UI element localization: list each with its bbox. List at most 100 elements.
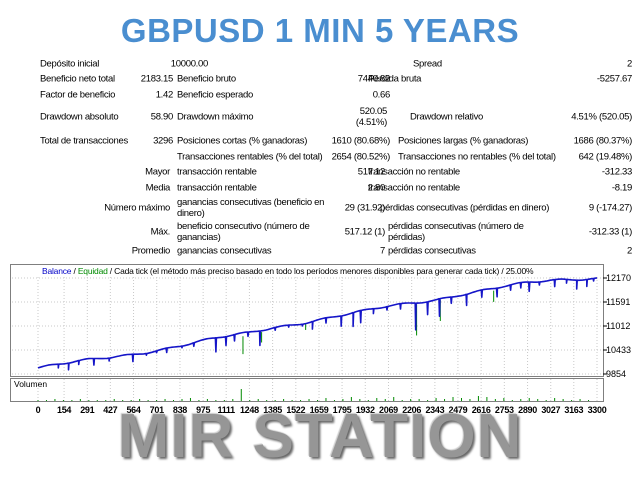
x-axis-label: 3300	[587, 405, 607, 415]
report-row: Beneficio neto total 2183.15 Beneficio bru…	[0, 71, 640, 87]
stat-label: pérdidas consecutivas (pérdidas en diner…	[380, 202, 550, 214]
stat-value: 2654 (80.52%)	[331, 151, 391, 163]
y-axis-label: 11012	[606, 321, 631, 331]
stat-label: Promedio	[131, 245, 171, 257]
y-axis-label: 12170	[606, 273, 632, 283]
stat-label: Beneficio bruto	[177, 73, 236, 85]
stat-label: Drawdown relativo	[410, 111, 484, 123]
model-description: Cada tick (el método más preciso basado …	[114, 266, 500, 276]
stat-value: 517.12	[357, 166, 386, 178]
x-axis-label: 2890	[518, 405, 537, 415]
stat-label: transacción no rentable	[368, 166, 460, 178]
quality-separator: /	[499, 266, 506, 276]
stat-label: Beneficio esperado	[177, 89, 253, 101]
stat-label: Número máximo	[104, 202, 170, 214]
volume-panel	[10, 378, 604, 402]
report-row: Total de transacciones 3296 Posiciones cor…	[0, 133, 640, 149]
stat-value: 1610 (80.68%)	[331, 135, 391, 147]
stat-value: 3296	[153, 135, 173, 147]
stat-value: -5257.67	[596, 73, 632, 85]
stat-label: Depósito inicial	[40, 58, 100, 70]
report-row: Máx. beneficio consecutivo (número de gan…	[0, 218, 640, 246]
stat-value: 517.12 (1)	[344, 226, 386, 238]
stat-label: transacción rentable	[177, 182, 257, 194]
stat-value: 29 (31.92)	[344, 202, 386, 214]
stat-value: -312.33 (1)	[588, 226, 632, 238]
equity-legend-label: Equidad	[77, 266, 108, 276]
x-axis-label: 1111	[217, 405, 236, 415]
stat-label: beneficio consecutivo (número de gananci…	[177, 221, 310, 243]
x-axis-label: 701	[149, 405, 164, 415]
stat-label: Posiciones largas (% ganadoras)	[398, 135, 529, 147]
balance-panel	[10, 264, 604, 377]
report-row: Transacciones rentables (% del total) 265…	[0, 149, 640, 165]
x-axis-label: 1659	[309, 405, 329, 415]
report-row: Factor de beneficio 1.42 Beneficio esperad…	[0, 87, 640, 103]
stat-value: 7	[380, 245, 385, 257]
stat-value: 1686 (80.37%)	[573, 135, 633, 147]
volume-panel-label: Volumen	[14, 379, 48, 389]
stat-label: transacción rentable	[177, 166, 257, 178]
stat-value: 2	[627, 245, 632, 257]
stat-value: 642 (19.48%)	[578, 151, 633, 163]
balance-curve	[37, 277, 598, 371]
legend-separator-2: /	[107, 266, 115, 276]
chart-header: Balance / Equidad / Cada tick (el método…	[42, 266, 534, 276]
stat-value: 4.51% (520.05)	[571, 111, 632, 123]
stat-value: 9 (-174.27)	[588, 202, 632, 214]
report-row: Drawdown absoluto 58.90 Drawdown máximo 520…	[0, 103, 640, 131]
stat-label: Transacciones rentables (% del total)	[177, 151, 323, 163]
x-axis-label: 3027	[541, 405, 561, 415]
x-axis-label: 1795	[332, 405, 352, 415]
stat-label: ganancias consecutivas (beneficio en din…	[177, 197, 325, 219]
x-axis-label: 2206	[402, 405, 422, 415]
x-axis-label: 427	[103, 405, 118, 415]
x-axis-label: 2069	[379, 405, 398, 415]
x-axis-label: 1248	[239, 405, 259, 415]
stat-value: 2183.15	[140, 73, 174, 85]
stat-label: Factor de beneficio	[40, 89, 116, 101]
stat-label: pérdidas consecutivas	[388, 245, 476, 257]
report-row: Promedio ganancias consecutivas 7 pérdidas …	[0, 243, 640, 259]
stat-label: pérdidas consecutivas (número de pérdida…	[388, 221, 524, 243]
stat-label: Máx.	[150, 226, 171, 238]
x-axis-label: 2479	[448, 405, 468, 415]
x-axis-label: 975	[196, 405, 211, 415]
stat-label: Total de transacciones	[40, 135, 128, 147]
stat-value: 2	[627, 58, 632, 70]
stat-value: 2.80	[367, 182, 386, 194]
stat-label: ganancias consecutivas	[177, 245, 272, 257]
x-axis-label: 3163	[564, 405, 584, 415]
y-axis-label: 11591	[606, 297, 631, 307]
x-axis-label: 2343	[425, 405, 445, 415]
y-axis-label: 10433	[606, 345, 632, 355]
y-axis-label: 9854	[606, 369, 627, 379]
balance-chart: Balance / Equidad / Cada tick (el método…	[0, 264, 640, 416]
stat-value: -8.19	[611, 182, 632, 194]
stat-label: Posiciones cortas (% ganadoras)	[177, 135, 308, 147]
x-axis-label: 564	[126, 405, 141, 415]
report-row: Número máximo ganancias consecutivas (ben…	[0, 194, 640, 222]
stat-value: 0.66	[372, 89, 391, 101]
x-axis-label: 154	[57, 405, 72, 415]
stat-label: Beneficio neto total	[40, 73, 115, 85]
x-axis-label: 2753	[494, 405, 514, 415]
legend-separator: /	[71, 266, 78, 276]
stat-value: 1.42	[155, 89, 174, 101]
report-row: Media transacción rentable 2.80 transacción…	[0, 180, 640, 196]
stat-value: 58.90	[150, 111, 174, 123]
stat-value: 520.05 (4.51%)	[355, 106, 387, 128]
stat-value: 7440.82	[357, 73, 391, 85]
watermark-text: MIR STATION	[117, 402, 523, 471]
x-axis-label: 2616	[471, 405, 491, 415]
report-row: Depósito inicial 10000.00 Spread 2	[0, 56, 640, 72]
page-title: GBPUSD 1 MIN 5 YEARS	[120, 12, 520, 49]
stat-label: Transacciones no rentables (% del total)	[398, 151, 556, 163]
chart-canvas	[10, 264, 607, 402]
balance-legend-label: Balance	[42, 266, 72, 276]
x-axis-label: 291	[80, 405, 95, 415]
modeling-quality: 25.00%	[505, 266, 534, 276]
stat-label: Drawdown máximo	[177, 111, 254, 123]
stat-label: Mayor	[145, 166, 170, 178]
